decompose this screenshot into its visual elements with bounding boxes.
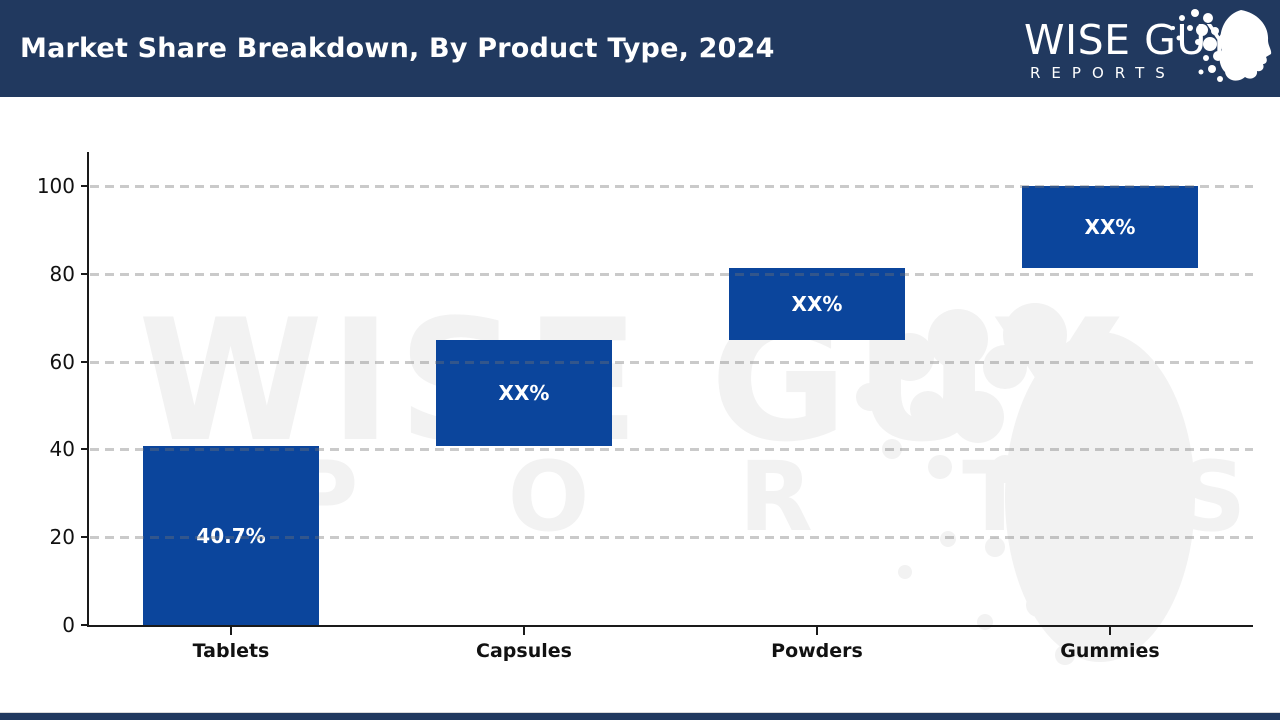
y-tick-label: 0 (62, 613, 75, 637)
bar-value-label: 40.7% (196, 524, 265, 548)
gridline-100 (90, 185, 1253, 188)
gridline-20 (90, 536, 1253, 540)
x-tick-mark (816, 627, 818, 635)
bar-value-label: XX% (791, 291, 843, 316)
logo-wordmark: WISE GUY (1024, 16, 1233, 64)
footer-divider (0, 712, 1280, 713)
y-tick-mark (81, 360, 88, 363)
x-tick-label-gummies: Gummies (1060, 640, 1160, 662)
y-tick-label: 80 (49, 261, 75, 286)
y-tick-label: 40 (49, 437, 75, 462)
y-tick-mark (81, 624, 88, 626)
bar-value-label: XX% (498, 380, 550, 405)
brand-logo: WISE GUY REPORTS (1022, 6, 1280, 92)
x-tick-mark (1109, 627, 1111, 635)
y-tick-label: 20 (49, 525, 75, 550)
y-tick-mark (81, 448, 88, 451)
logo-face-icon (1171, 8, 1272, 82)
x-tick-mark (523, 627, 525, 635)
x-tick-label-tablets: Tablets (192, 640, 270, 662)
gridline-40 (90, 448, 1253, 452)
y-tick-label: 60 (49, 349, 75, 374)
watermark-face-dots-icon (856, 303, 1195, 665)
x-tick-label-powders: Powders (771, 640, 863, 662)
y-tick-label: 100 (36, 174, 75, 198)
y-tick-mark (81, 185, 88, 187)
bar-tablets (143, 446, 319, 625)
gridline-80 (90, 272, 1253, 276)
bar-gummies (1022, 186, 1198, 268)
gridline-60 (90, 360, 1253, 364)
wise-guy-logo-icon: WISE GUY REPORTS (1024, 8, 1272, 82)
y-tick-mark (81, 536, 88, 539)
bar-capsules (436, 339, 612, 447)
x-tick-mark (230, 627, 232, 635)
header-bar: Market Share Breakdown, By Product Type,… (0, 0, 1280, 97)
y-axis (87, 152, 89, 627)
x-axis (87, 625, 1253, 627)
chart: WISE GUY P O R T S 40.7%XX%XX%XX%0204060… (0, 97, 1280, 713)
x-tick-label-capsules: Capsules (476, 640, 572, 662)
bar-value-label: XX% (1084, 214, 1136, 239)
footer-bar (0, 713, 1280, 720)
y-tick-mark (81, 272, 88, 275)
bar-powders (729, 267, 905, 340)
page-title: Market Share Breakdown, By Product Type,… (20, 33, 775, 64)
logo-subtext: REPORTS (1030, 64, 1176, 82)
